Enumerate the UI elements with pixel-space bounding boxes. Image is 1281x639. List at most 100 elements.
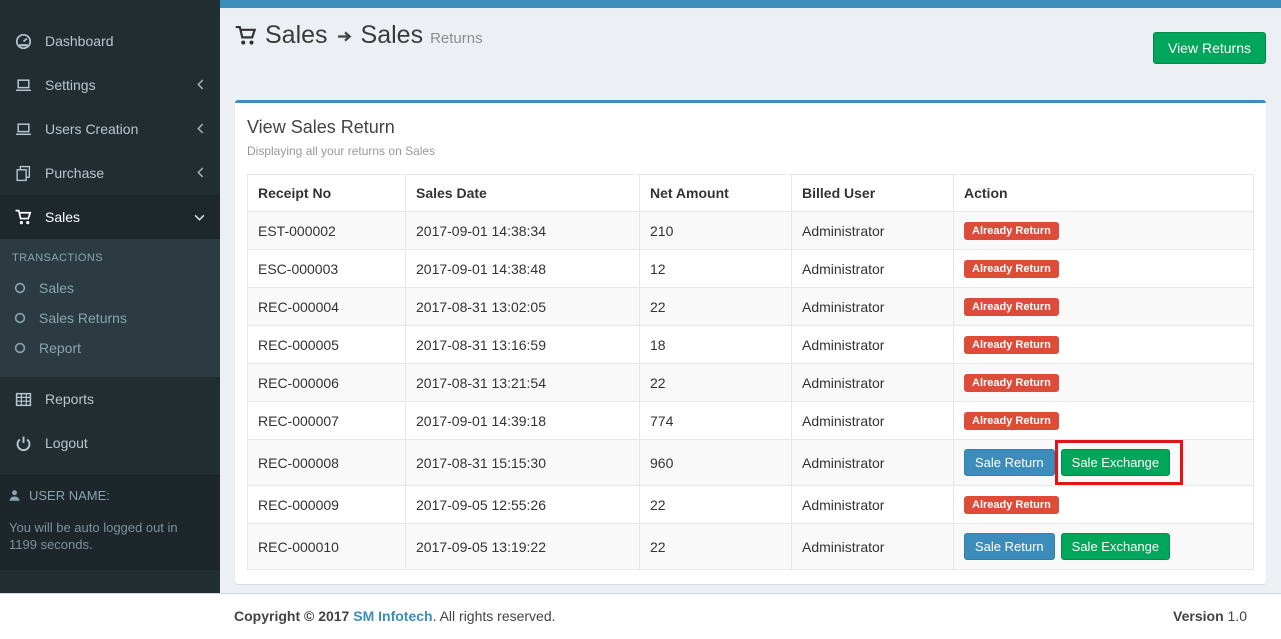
date-cell: 2017-08-31 13:21:54 <box>405 363 640 402</box>
breadcrumb-root: Sales <box>265 21 328 49</box>
action-cell: Already Return <box>953 325 1254 364</box>
sidebar-item-sales[interactable]: Sales <box>0 195 220 239</box>
laptop-icon <box>15 121 35 138</box>
sales-returns-table: Receipt No Sales Date Net Amount Billed … <box>247 174 1254 570</box>
already-return-badge: Already Return <box>964 260 1059 278</box>
sidebar-item-reports[interactable]: Reports <box>0 377 220 421</box>
receipt-cell: REC-000007 <box>247 401 406 440</box>
sidebar-item-purchase[interactable]: Purchase <box>0 151 220 195</box>
amount-cell: 12 <box>639 249 792 288</box>
circle-icon <box>14 312 31 324</box>
user-panel: USER NAME: You will be auto logged out i… <box>0 475 220 570</box>
sidebar-item-dashboard[interactable]: Dashboard <box>0 19 220 63</box>
receipt-cell: REC-000006 <box>247 363 406 402</box>
receipt-cell: ESC-000003 <box>247 249 406 288</box>
sale-return-button[interactable]: Sale Return <box>964 449 1055 476</box>
amount-cell: 960 <box>639 439 792 486</box>
date-cell: 2017-09-01 14:38:34 <box>405 211 640 250</box>
copyright-text: Copyright © 2017 SM Infotech. All rights… <box>234 608 556 624</box>
top-accent-bar <box>220 0 1281 8</box>
panel-title: View Sales Return <box>247 117 395 137</box>
amount-cell: 774 <box>639 401 792 440</box>
column-header-date: Sales Date <box>405 174 640 212</box>
chevron-left-icon <box>196 165 205 181</box>
copy-icon <box>15 165 35 182</box>
action-cell: Already Return <box>953 249 1254 288</box>
receipt-cell: REC-000005 <box>247 325 406 364</box>
action-cell: Already Return <box>953 363 1254 402</box>
user-name-label: USER NAME: <box>29 488 110 503</box>
view-returns-button[interactable]: View Returns <box>1152 32 1266 64</box>
panel-body: Receipt No Sales Date Net Amount Billed … <box>235 168 1266 584</box>
page-title: Sales Sales Returns <box>235 21 483 50</box>
amount-cell: 22 <box>639 287 792 326</box>
user-cell: Administrator <box>791 523 954 570</box>
amount-cell: 210 <box>639 211 792 250</box>
power-icon <box>15 435 35 452</box>
table-header-row: Receipt No Sales Date Net Amount Billed … <box>247 174 1254 212</box>
sidebar-item-settings[interactable]: Settings <box>0 63 220 107</box>
user-cell: Administrator <box>791 211 954 250</box>
sale-exchange-button[interactable]: Sale Exchange <box>1060 533 1171 560</box>
table-row: REC-000004 2017-08-31 13:02:05 22 Administr… <box>247 287 1254 326</box>
circle-icon <box>14 282 31 294</box>
table-icon <box>15 391 35 408</box>
column-header-user: Billed User <box>791 174 954 212</box>
sidebar-item-label: Dashboard <box>45 33 114 49</box>
receipt-cell: REC-000010 <box>247 523 406 570</box>
sidebar-item-logout[interactable]: Logout <box>0 421 220 465</box>
sidebar-subitem-label: Sales Returns <box>39 310 127 326</box>
company-link[interactable]: SM Infotech <box>353 608 433 624</box>
action-cell: Already Return <box>953 401 1254 440</box>
already-return-badge: Already Return <box>964 412 1059 430</box>
date-cell: 2017-08-31 13:02:05 <box>405 287 640 326</box>
sale-exchange-button[interactable]: Sale Exchange <box>1060 449 1171 476</box>
receipt-cell: EST-000002 <box>247 211 406 250</box>
sale-return-button[interactable]: Sale Return <box>964 533 1055 560</box>
action-cell: Sale Return Sale Exchange <box>953 439 1254 486</box>
sidebar-menu-bottom: Reports Logout <box>0 377 220 465</box>
sidebar-subitem-label: Report <box>39 340 82 356</box>
sidebar-subitem-report[interactable]: Report <box>0 333 220 363</box>
user-cell: Administrator <box>791 325 954 364</box>
sidebar-subitem-sales[interactable]: Sales <box>0 273 220 303</box>
action-cell: Sale Return Sale Exchange <box>953 523 1254 570</box>
user-cell: Administrator <box>791 363 954 402</box>
amount-cell: 18 <box>639 325 792 364</box>
cart-icon <box>235 25 257 47</box>
content-area: Sales Sales Returns View Returns View Sa… <box>220 8 1281 593</box>
already-return-badge: Already Return <box>964 496 1059 514</box>
column-header-receipt: Receipt No <box>247 174 406 212</box>
circle-icon <box>14 342 31 354</box>
sidebar-item-label: Sales <box>45 209 81 225</box>
sidebar-item-label: Logout <box>45 435 88 451</box>
user-cell: Administrator <box>791 401 954 440</box>
table-row: REC-000009 2017-09-05 12:55:26 22 Administr… <box>247 485 1254 524</box>
chevron-left-icon <box>196 77 205 93</box>
already-return-badge: Already Return <box>964 298 1059 316</box>
receipt-cell: REC-000004 <box>247 287 406 326</box>
user-cell: Administrator <box>791 249 954 288</box>
sidebar-subitem-sales-returns[interactable]: Sales Returns <box>0 303 220 333</box>
action-cell: Already Return <box>953 287 1254 326</box>
receipt-cell: REC-000009 <box>247 485 406 524</box>
sidebar-item-label: Purchase <box>45 165 105 181</box>
user-cell: Administrator <box>791 485 954 524</box>
sidebar-menu: Dashboard Settings Users Creation Pur <box>0 0 220 239</box>
table-row: REC-000005 2017-08-31 13:16:59 18 Administr… <box>247 325 1254 364</box>
date-cell: 2017-08-31 15:15:30 <box>405 439 640 486</box>
cart-icon <box>15 209 35 226</box>
auto-logout-text: You will be auto logged out in 1199 seco… <box>9 520 178 552</box>
amount-cell: 22 <box>639 363 792 402</box>
arrow-right-icon <box>337 31 352 42</box>
table-row: EST-000002 2017-09-01 14:38:34 210 Administ… <box>247 211 1254 250</box>
user-cell: Administrator <box>791 287 954 326</box>
footer: Copyright © 2017 SM Infotech. All rights… <box>0 593 1281 639</box>
receipt-cell: REC-000008 <box>247 439 406 486</box>
sidebar: Dashboard Settings Users Creation Pur <box>0 0 220 593</box>
sidebar-item-label: Settings <box>45 77 96 93</box>
sales-return-panel: View Sales Return Displaying all your re… <box>235 100 1266 584</box>
table-row: REC-000010 2017-09-05 13:19:22 22 Administr… <box>247 523 1254 570</box>
sidebar-item-users-creation[interactable]: Users Creation <box>0 107 220 151</box>
sales-returns-tbody: EST-000002 2017-09-01 14:38:34 210 Administ… <box>247 211 1254 570</box>
